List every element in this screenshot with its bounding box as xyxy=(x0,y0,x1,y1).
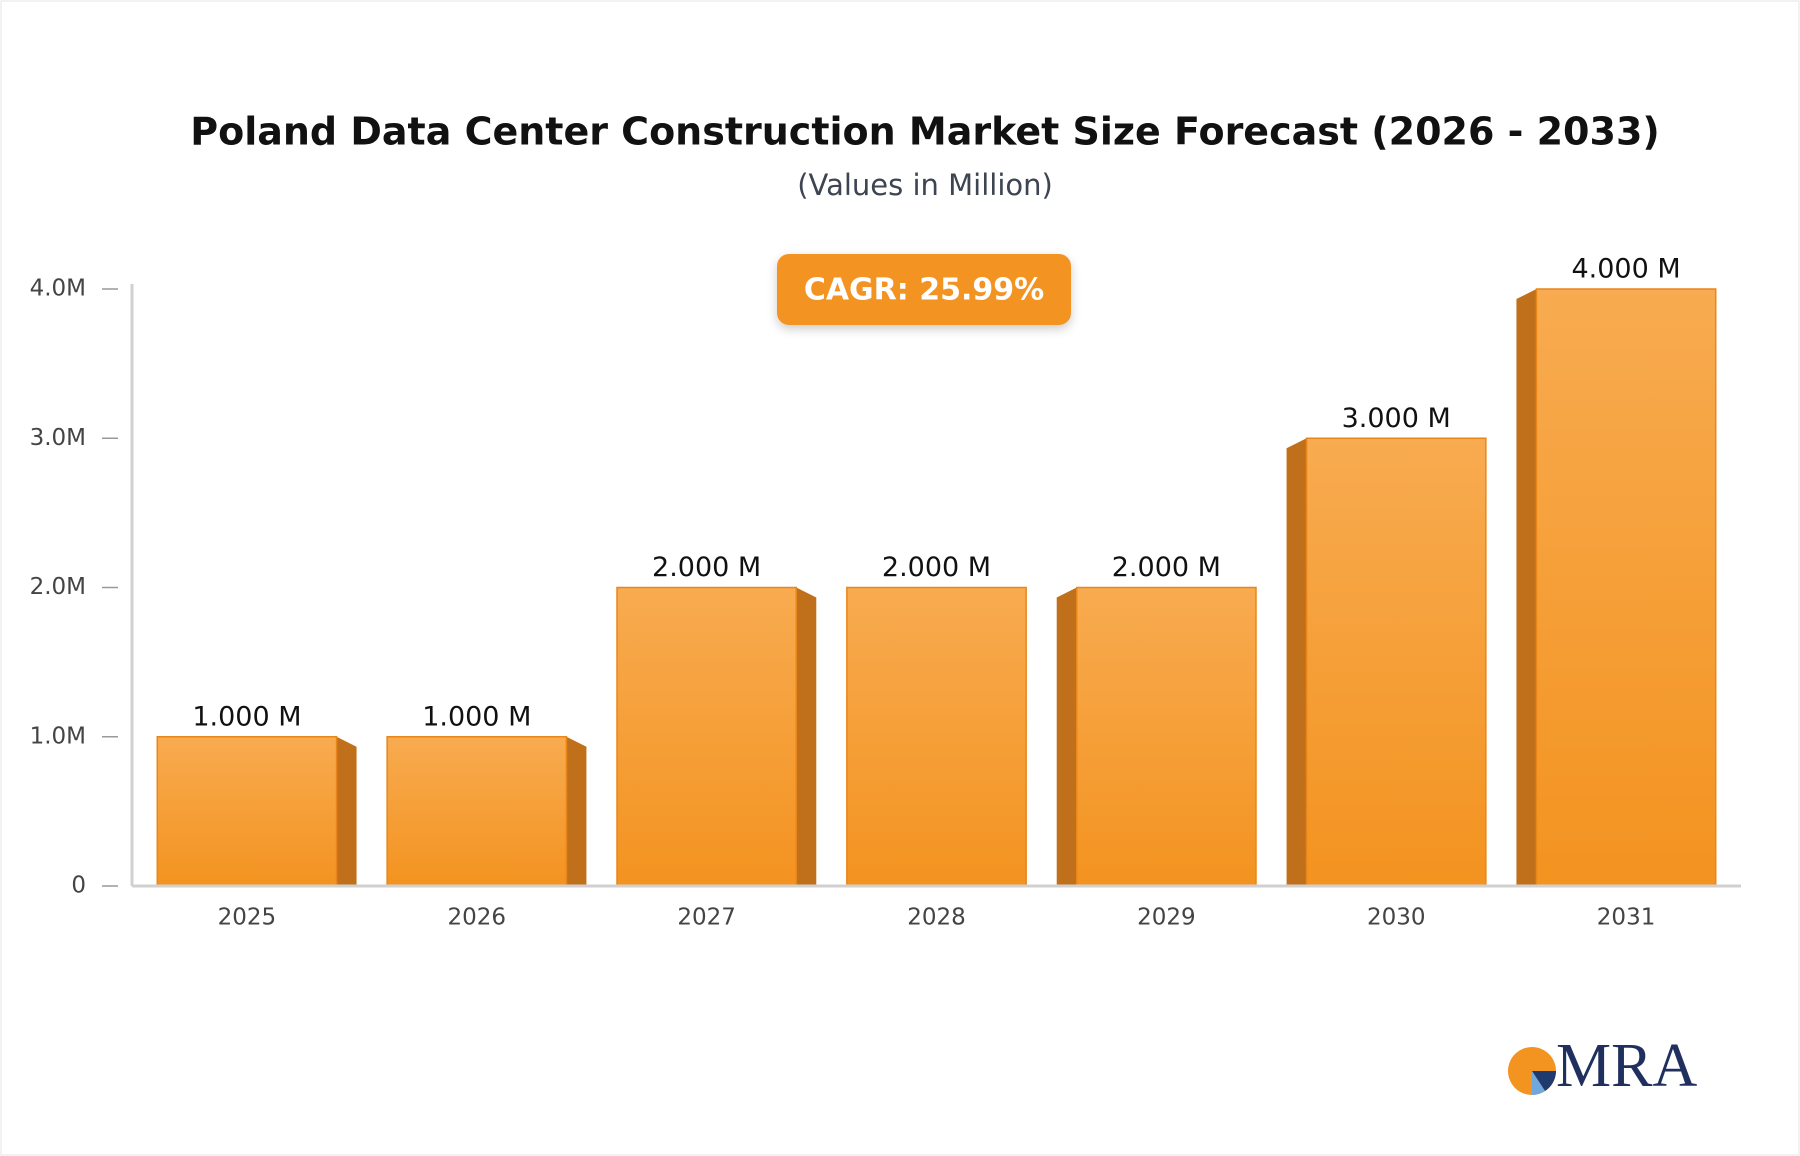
y-tick-label: 0 xyxy=(71,873,86,899)
cagr-text: CAGR: 25.99% xyxy=(804,273,1044,308)
y-tick-label: 3.0M xyxy=(30,425,86,451)
cagr-badge xyxy=(777,254,1071,325)
value-label: 2.000 M xyxy=(1112,552,1221,583)
bar-side xyxy=(336,736,357,886)
chart-subtitle: (Values in Million) xyxy=(797,168,1053,202)
bar xyxy=(1305,437,1487,887)
value-label: 1.000 M xyxy=(422,701,531,732)
x-tick-label: 2031 xyxy=(1597,905,1656,931)
logo-slice xyxy=(1532,1071,1556,1091)
bar xyxy=(386,736,568,887)
bar-side xyxy=(566,736,587,886)
chart-title: Poland Data Center Construction Market S… xyxy=(190,110,1660,154)
value-label: 4.000 M xyxy=(1571,254,1680,285)
x-tick-label: 2025 xyxy=(218,905,277,931)
x-tick-label: 2026 xyxy=(448,905,507,931)
value-label: 2.000 M xyxy=(652,552,761,583)
value-label: 1.000 M xyxy=(192,701,301,732)
y-tick-label: 1.0M xyxy=(30,723,86,749)
x-tick-label: 2029 xyxy=(1137,905,1196,931)
bar xyxy=(1535,288,1717,887)
bar-side xyxy=(796,587,817,886)
y-tick-label: 4.0M xyxy=(30,276,86,302)
y-tick-label: 2.0M xyxy=(30,574,86,600)
bar xyxy=(616,586,798,887)
bar-side xyxy=(1056,587,1077,886)
bar-side xyxy=(1286,438,1307,886)
x-tick-label: 2030 xyxy=(1367,905,1426,931)
value-label: 2.000 M xyxy=(882,552,991,583)
bar xyxy=(156,736,338,887)
bar xyxy=(1075,586,1257,887)
x-tick-label: 2027 xyxy=(677,905,736,931)
value-label: 3.000 M xyxy=(1342,403,1451,434)
logo-slice xyxy=(1532,1071,1545,1095)
logo-text: MRA xyxy=(1556,1032,1697,1100)
bar xyxy=(846,586,1027,887)
x-tick-label: 2028 xyxy=(907,905,966,931)
bar-side xyxy=(1516,289,1537,886)
logo: MRA xyxy=(1508,1032,1697,1100)
